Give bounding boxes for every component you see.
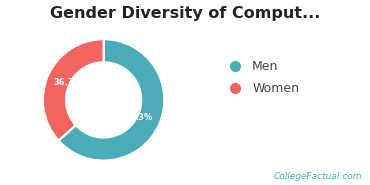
Wedge shape	[58, 39, 164, 161]
Legend: Men, Women: Men, Women	[217, 55, 304, 100]
Text: CollegeFactual.com: CollegeFactual.com	[274, 172, 363, 181]
Text: Gender Diversity of Comput...: Gender Diversity of Comput...	[50, 6, 320, 21]
Text: 36.7: 36.7	[53, 78, 74, 87]
Text: .3%: .3%	[135, 113, 152, 122]
Wedge shape	[43, 39, 104, 141]
